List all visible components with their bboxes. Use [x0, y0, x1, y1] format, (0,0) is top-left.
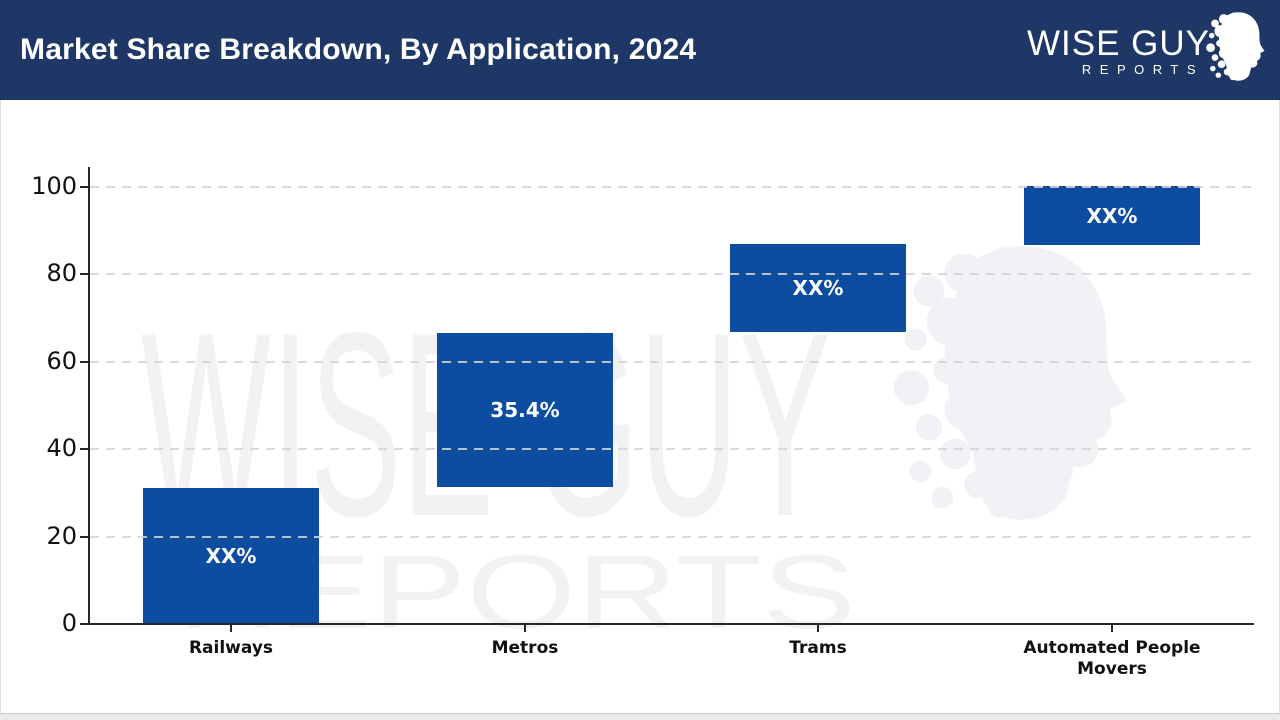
bar-label-metros: 35.4%	[490, 398, 560, 422]
bottom-border-strip	[0, 713, 1280, 720]
bar-label-trams: XX%	[792, 276, 844, 300]
bar-label-automated-people-movers: XX%	[1086, 203, 1138, 228]
bar-metros: 35.4%	[437, 333, 613, 487]
y-tick-label-100: 100	[31, 172, 77, 200]
y-tick-60	[80, 361, 88, 363]
logo-wordmark: WISE GUY	[1026, 24, 1210, 63]
wise-guy-logo: WISE GUY REPORTS	[1022, 0, 1272, 100]
x-label-railways: Railways	[188, 638, 274, 658]
x-tick-automated-people-movers	[1111, 625, 1113, 632]
y-tick-20	[80, 536, 88, 538]
logo-subtitle: REPORTS	[1081, 62, 1204, 77]
y-axis-line	[88, 167, 90, 625]
y-tick-label-0: 0	[61, 609, 77, 637]
x-label-metros: Metros	[491, 638, 559, 658]
y-tick-label-80: 80	[46, 259, 77, 287]
y-tick-label-60: 60	[46, 347, 77, 375]
y-tick-label-40: 40	[46, 434, 77, 462]
gridline-60	[90, 361, 1254, 363]
header-bar: Market Share Breakdown, By Application, …	[0, 0, 1280, 100]
x-label-automated-people-movers: Automated People Movers	[1023, 638, 1201, 679]
y-tick-40	[80, 448, 88, 450]
x-tick-metros	[524, 625, 526, 632]
logo-face-icon	[1206, 12, 1265, 81]
gridline-80	[90, 273, 1254, 275]
bar-railways: XX%	[143, 488, 319, 624]
x-label-trams: Trams	[789, 638, 847, 658]
chart-area: WISE GUY REPORTS XX% 35.4% XX% XX%	[0, 100, 1280, 713]
bar-label-railways: XX%	[205, 544, 257, 568]
y-tick-label-20: 20	[46, 522, 77, 550]
watermark-face-icon	[893, 246, 1127, 520]
x-axis-line	[88, 623, 1254, 625]
x-tick-railways	[230, 625, 232, 632]
gridline-20	[90, 536, 1254, 538]
gridline-100	[90, 186, 1254, 188]
bar-trams: XX%	[730, 244, 906, 332]
y-tick-100	[80, 186, 88, 188]
x-tick-trams	[817, 625, 819, 632]
gridline-40	[90, 448, 1254, 450]
page-title: Market Share Breakdown, By Application, …	[20, 33, 697, 66]
y-tick-80	[80, 273, 88, 275]
bar-automated-people-movers: XX%	[1024, 186, 1200, 245]
y-tick-0	[80, 623, 88, 625]
